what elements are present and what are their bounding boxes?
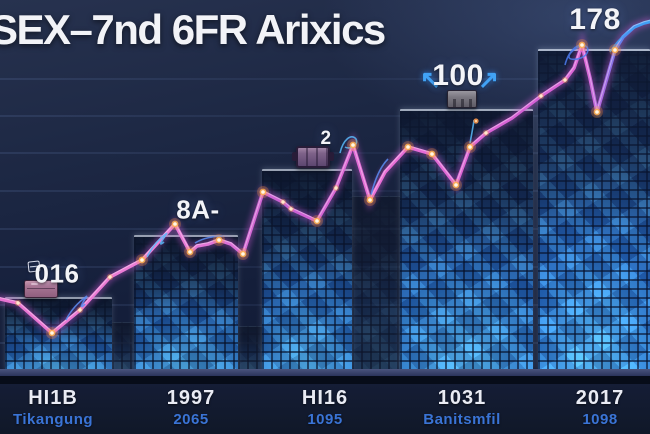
x-axis-area: HI1B Tikangung 1997 2065 HI16 1095 1031 Banitsm… <box>0 384 650 434</box>
axis-sublabel: 1095 <box>307 411 343 428</box>
chart-title: SEX–7nd 6FR Arixics <box>0 6 386 53</box>
axis-label: 2017 <box>575 387 625 409</box>
bar-1 <box>134 235 238 371</box>
floor-band <box>0 369 650 376</box>
axis-label: 1997 <box>166 387 216 409</box>
bar-4 <box>538 49 650 371</box>
shadow-band <box>0 376 650 384</box>
background-bar <box>112 322 134 371</box>
bar-2 <box>262 169 352 371</box>
bar-3 <box>400 109 533 371</box>
axis-sublabel: 2065 <box>173 411 209 428</box>
axis-label: HI16 <box>301 387 349 409</box>
axis-sublabel: Tikangung <box>12 411 94 428</box>
bar-0 <box>5 297 112 371</box>
background-bar <box>238 326 262 371</box>
axis-label: 1031 <box>437 387 487 409</box>
axis-label: HI1B <box>28 387 78 409</box>
axis-sublabel: Banitsmfil <box>423 411 501 428</box>
axis-sublabel: 1098 <box>582 411 618 428</box>
background-bar <box>352 196 400 371</box>
